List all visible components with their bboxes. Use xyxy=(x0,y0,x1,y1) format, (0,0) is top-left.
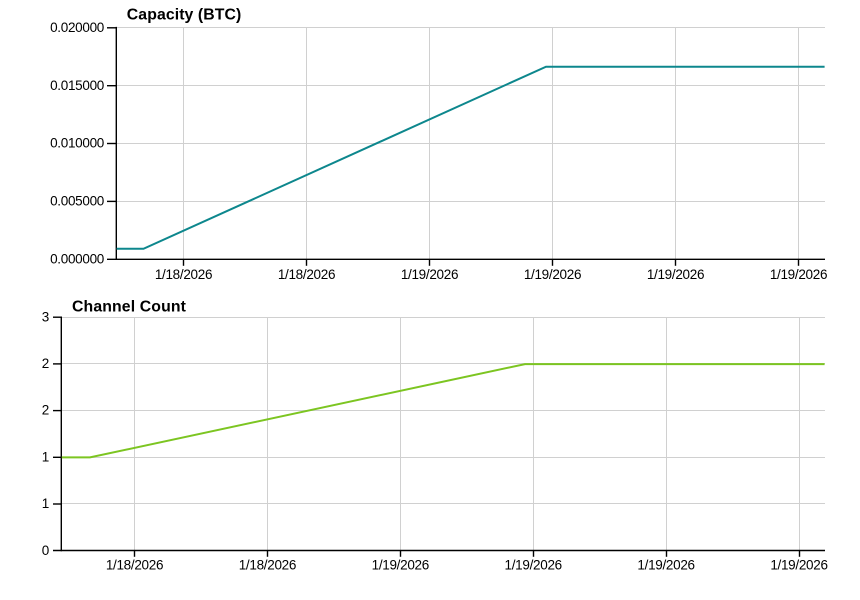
svg-text:1/19/2026: 1/19/2026 xyxy=(770,557,827,572)
svg-text:0.010000: 0.010000 xyxy=(50,136,104,151)
svg-text:1/19/2026: 1/19/2026 xyxy=(770,267,827,282)
svg-text:1/19/2026: 1/19/2026 xyxy=(637,557,694,572)
svg-text:0: 0 xyxy=(42,543,49,558)
svg-text:1/19/2026: 1/19/2026 xyxy=(647,267,704,282)
svg-text:3: 3 xyxy=(42,309,49,324)
svg-text:0.020000: 0.020000 xyxy=(50,20,104,35)
svg-text:2: 2 xyxy=(42,403,49,418)
svg-text:1/18/2026: 1/18/2026 xyxy=(155,267,212,282)
svg-text:1/19/2026: 1/19/2026 xyxy=(372,557,429,572)
svg-text:1/18/2026: 1/18/2026 xyxy=(278,267,335,282)
svg-text:1/19/2026: 1/19/2026 xyxy=(505,557,562,572)
svg-text:1: 1 xyxy=(42,449,49,464)
svg-text:1: 1 xyxy=(42,496,49,511)
svg-text:Channel Count: Channel Count xyxy=(72,299,187,316)
svg-text:0.005000: 0.005000 xyxy=(50,194,104,209)
svg-text:1/18/2026: 1/18/2026 xyxy=(239,557,296,572)
svg-text:0.015000: 0.015000 xyxy=(50,78,104,93)
svg-text:1/19/2026: 1/19/2026 xyxy=(401,267,458,282)
svg-text:1/18/2026: 1/18/2026 xyxy=(106,557,163,572)
svg-text:0.000000: 0.000000 xyxy=(50,251,104,266)
svg-text:Capacity (BTC): Capacity (BTC) xyxy=(127,7,242,24)
svg-text:2: 2 xyxy=(42,356,49,371)
svg-text:1/19/2026: 1/19/2026 xyxy=(524,267,581,282)
